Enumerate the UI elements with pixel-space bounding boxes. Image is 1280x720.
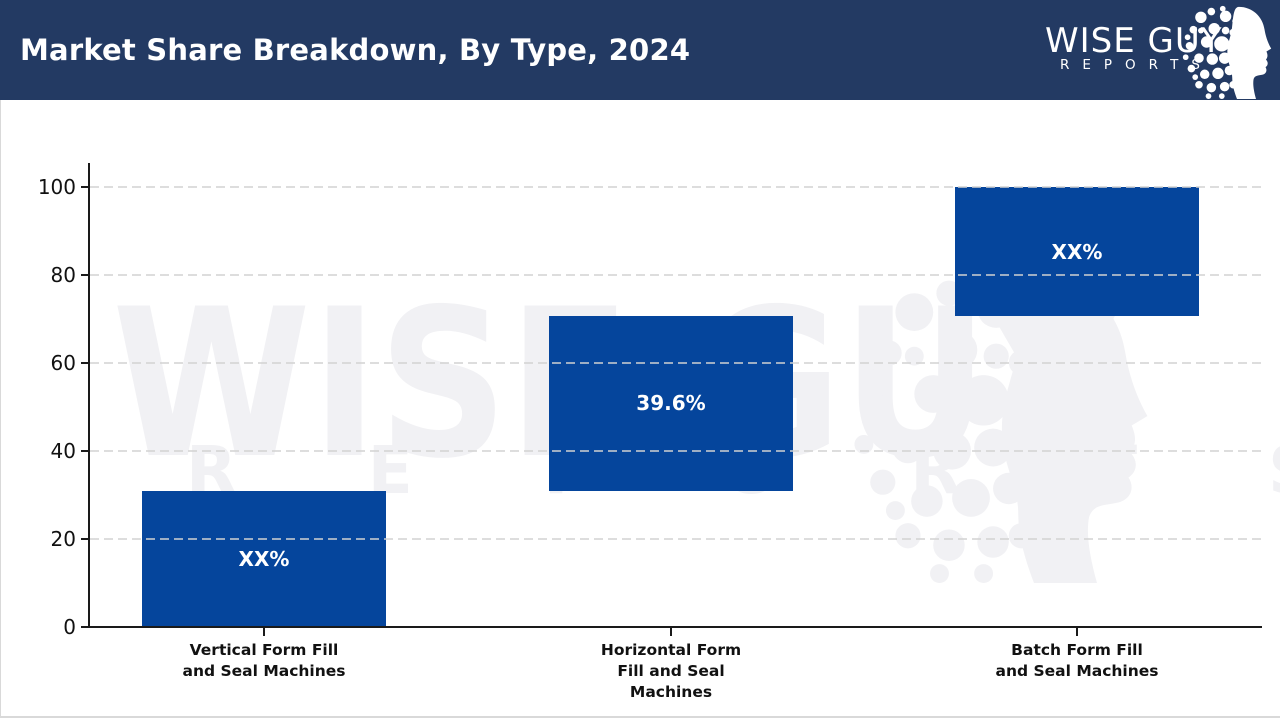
x-category-label: Vertical Form Fill and Seal Machines [182, 641, 346, 680]
y-tick-mark [81, 626, 90, 628]
y-tick-mark [81, 362, 90, 364]
y-tick-mark [81, 274, 90, 276]
gridline [90, 362, 1262, 364]
x-category-label: Batch Form Fill and Seal Machines [995, 641, 1159, 680]
brand-subtitle: REPORTS [1060, 57, 1213, 73]
y-tick-mark [81, 186, 90, 188]
bar-horizontal-form-fill: 39.6% [549, 316, 793, 491]
gridline [90, 186, 1262, 188]
x-tick-mark [1076, 628, 1078, 636]
x-axis-line [88, 626, 1262, 628]
y-tick-label: 60 [50, 351, 76, 375]
y-tick-label: 20 [50, 527, 76, 551]
bottom-rule [0, 716, 1280, 718]
y-tick-mark [81, 450, 90, 452]
chart-title: Market Share Breakdown, By Type, 2024 [20, 33, 691, 67]
y-tick-label: 0 [63, 615, 76, 639]
y-tick-label: 100 [37, 175, 76, 199]
bar-value-label: XX% [238, 546, 290, 571]
x-category-label: Horizontal Form Fill and Seal Machines [600, 641, 742, 701]
bar-value-label: XX% [1051, 239, 1103, 264]
gridline [90, 538, 1262, 540]
gridline [90, 274, 1262, 276]
bar-value-label: 39.6% [636, 391, 706, 416]
bar-batch-form-fill: XX% [955, 187, 1199, 317]
y-tick-label: 80 [50, 263, 76, 287]
y-tick-mark [81, 538, 90, 540]
gridline [90, 450, 1262, 452]
header-band: Market Share Breakdown, By Type, 2024 WI… [0, 0, 1280, 100]
x-tick-mark [263, 628, 265, 636]
bar-vertical-form-fill: XX% [142, 490, 386, 627]
left-rule [0, 100, 1, 718]
x-tick-mark [670, 628, 672, 636]
y-axis-line [88, 163, 90, 628]
brand-head-icon [1180, 4, 1275, 99]
y-tick-label: 40 [50, 439, 76, 463]
